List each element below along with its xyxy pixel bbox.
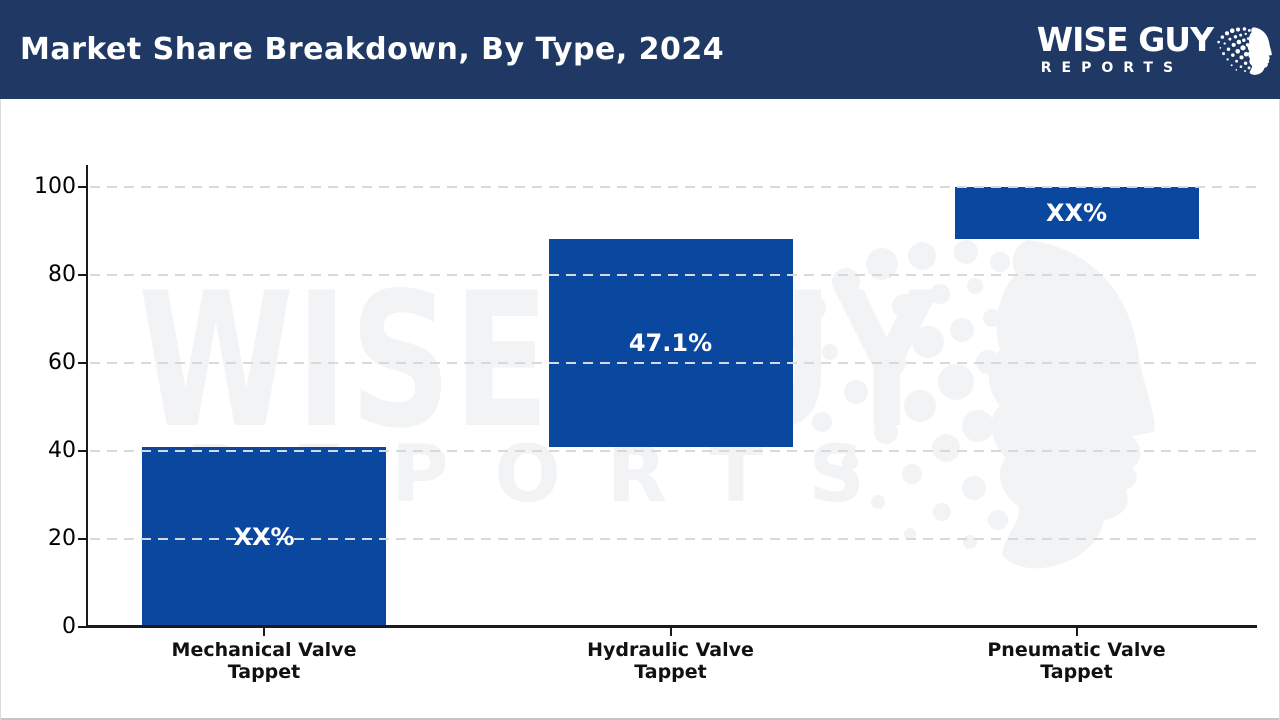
x-axis-line	[86, 625, 1257, 628]
image-border-bottom	[0, 718, 1280, 720]
x-tick-mark	[669, 628, 672, 636]
x-axis-label-hydraulic-valve-tappet: Hydraulic Valve Tappet	[587, 639, 754, 683]
x-axis-label-pneumatic-valve-tappet: Pneumatic Valve Tappet	[987, 639, 1166, 683]
gridline	[90, 274, 1256, 276]
y-tick-mark	[78, 186, 86, 188]
header-bar: Market Share Breakdown, By Type, 2024 WI…	[0, 0, 1280, 99]
x-tick-mark	[1075, 628, 1078, 636]
bar-value-label: 47.1%	[628, 328, 713, 357]
y-axis-line	[86, 165, 88, 628]
logo-head-icon	[1217, 26, 1272, 75]
y-tick-mark	[78, 626, 86, 628]
x-axis-label-mechanical-valve-tappet: Mechanical Valve Tappet	[171, 639, 357, 683]
gridline	[90, 450, 1256, 452]
y-tick-label: 0	[62, 614, 76, 639]
gridline	[90, 538, 1256, 540]
bar-hydraulic-valve-tappet	[548, 239, 793, 447]
y-tick-label: 40	[48, 438, 76, 463]
y-tick-mark	[78, 450, 86, 452]
logo-subtext: REPORTS	[1040, 60, 1184, 76]
bar-value-label: XX%	[1045, 199, 1108, 228]
x-tick-mark	[263, 628, 265, 636]
bar-pneumatic-valve-tappet	[954, 187, 1199, 240]
gridline	[90, 186, 1256, 188]
watermark-wordmark: WISE GUY	[138, 252, 940, 469]
image-border-left	[0, 99, 1, 720]
logo-wordmark: WISE GUY	[1036, 20, 1214, 59]
y-tick-mark	[78, 538, 86, 540]
bar-mechanical-valve-tappet	[142, 446, 386, 627]
page-title: Market Share Breakdown, By Type, 2024	[20, 32, 725, 67]
y-tick-mark	[78, 274, 86, 276]
y-tick-label: 80	[48, 262, 76, 287]
y-tick-label: 100	[34, 174, 76, 199]
gridline	[90, 362, 1256, 364]
y-tick-label: 20	[48, 526, 76, 551]
bar-value-label: XX%	[233, 522, 295, 551]
y-tick-mark	[78, 362, 86, 364]
wise-guy-logo: WISE GUY REPORTS	[1037, 0, 1274, 99]
y-tick-label: 60	[48, 350, 76, 375]
